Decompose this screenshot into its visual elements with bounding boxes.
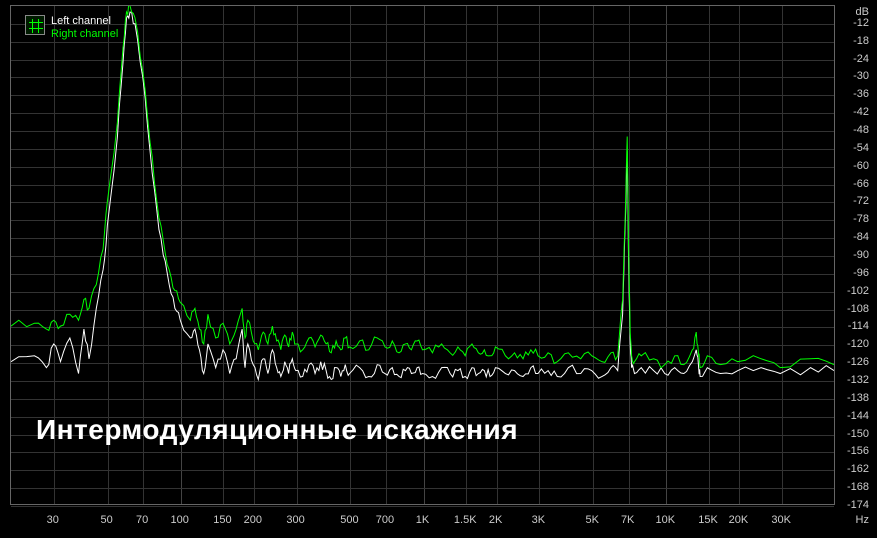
chart-title: Интермодуляционные искажения bbox=[36, 414, 518, 446]
y-tick-label: -102 bbox=[847, 285, 869, 297]
y-tick-label: -132 bbox=[847, 374, 869, 386]
y-tick-label: -60 bbox=[853, 160, 869, 172]
series-left bbox=[11, 12, 834, 380]
x-tick-label: 70 bbox=[136, 514, 148, 526]
y-tick-label: -156 bbox=[847, 445, 869, 457]
y-tick-label: -138 bbox=[847, 392, 869, 404]
y-tick-label: -126 bbox=[847, 356, 869, 368]
series-right bbox=[11, 6, 834, 368]
x-axis-unit: Hz bbox=[856, 514, 869, 526]
y-tick-label: -162 bbox=[847, 463, 869, 475]
legend-right-channel: Right channel bbox=[51, 28, 118, 41]
y-tick-label: -96 bbox=[853, 267, 869, 279]
y-tick-label: -168 bbox=[847, 481, 869, 493]
legend-left-channel: Left channel bbox=[51, 15, 118, 28]
x-tick-label: 3K bbox=[532, 514, 545, 526]
x-tick-label: 150 bbox=[213, 514, 231, 526]
x-tick-label: 1K bbox=[416, 514, 429, 526]
legend-icon bbox=[25, 15, 45, 35]
y-tick-label: -48 bbox=[853, 124, 869, 136]
x-tick-label: 30K bbox=[771, 514, 791, 526]
x-tick-label: 700 bbox=[376, 514, 394, 526]
legend: Left channel Right channel bbox=[25, 15, 118, 41]
y-tick-label: -12 bbox=[853, 17, 869, 29]
plot-area: Left channel Right channel Интермодуляци… bbox=[10, 5, 835, 505]
y-tick-label: -144 bbox=[847, 410, 869, 422]
y-tick-label: -174 bbox=[847, 499, 869, 511]
x-tick-label: 7K bbox=[621, 514, 634, 526]
y-tick-label: -24 bbox=[853, 53, 869, 65]
x-tick-label: 1.5K bbox=[454, 514, 477, 526]
y-tick-label: -36 bbox=[853, 88, 869, 100]
x-tick-label: 20K bbox=[729, 514, 749, 526]
y-tick-label: -18 bbox=[853, 35, 869, 47]
y-tick-label: -72 bbox=[853, 195, 869, 207]
x-tick-label: 2K bbox=[489, 514, 502, 526]
y-tick-label: -90 bbox=[853, 249, 869, 261]
legend-text: Left channel Right channel bbox=[51, 15, 118, 41]
chart-container: Left channel Right channel Интермодуляци… bbox=[0, 0, 877, 538]
y-tick-label: -66 bbox=[853, 178, 869, 190]
y-tick-label: -78 bbox=[853, 213, 869, 225]
x-tick-label: 5K bbox=[585, 514, 598, 526]
y-tick-label: -120 bbox=[847, 338, 869, 350]
x-tick-label: 500 bbox=[340, 514, 358, 526]
y-tick-label: -150 bbox=[847, 428, 869, 440]
y-tick-label: -114 bbox=[848, 320, 869, 332]
y-tick-label: -30 bbox=[853, 70, 869, 82]
x-tick-label: 10K bbox=[655, 514, 675, 526]
y-tick-label: -42 bbox=[853, 106, 869, 118]
y-tick-label: -108 bbox=[847, 303, 869, 315]
x-tick-label: 15K bbox=[698, 514, 718, 526]
x-tick-label: 200 bbox=[244, 514, 262, 526]
x-tick-label: 300 bbox=[286, 514, 304, 526]
grid-line-horizontal bbox=[11, 506, 834, 507]
y-tick-label: -54 bbox=[853, 142, 869, 154]
x-tick-label: 50 bbox=[100, 514, 112, 526]
y-tick-label: -84 bbox=[853, 231, 869, 243]
x-tick-label: 100 bbox=[171, 514, 189, 526]
x-tick-label: 30 bbox=[47, 514, 59, 526]
